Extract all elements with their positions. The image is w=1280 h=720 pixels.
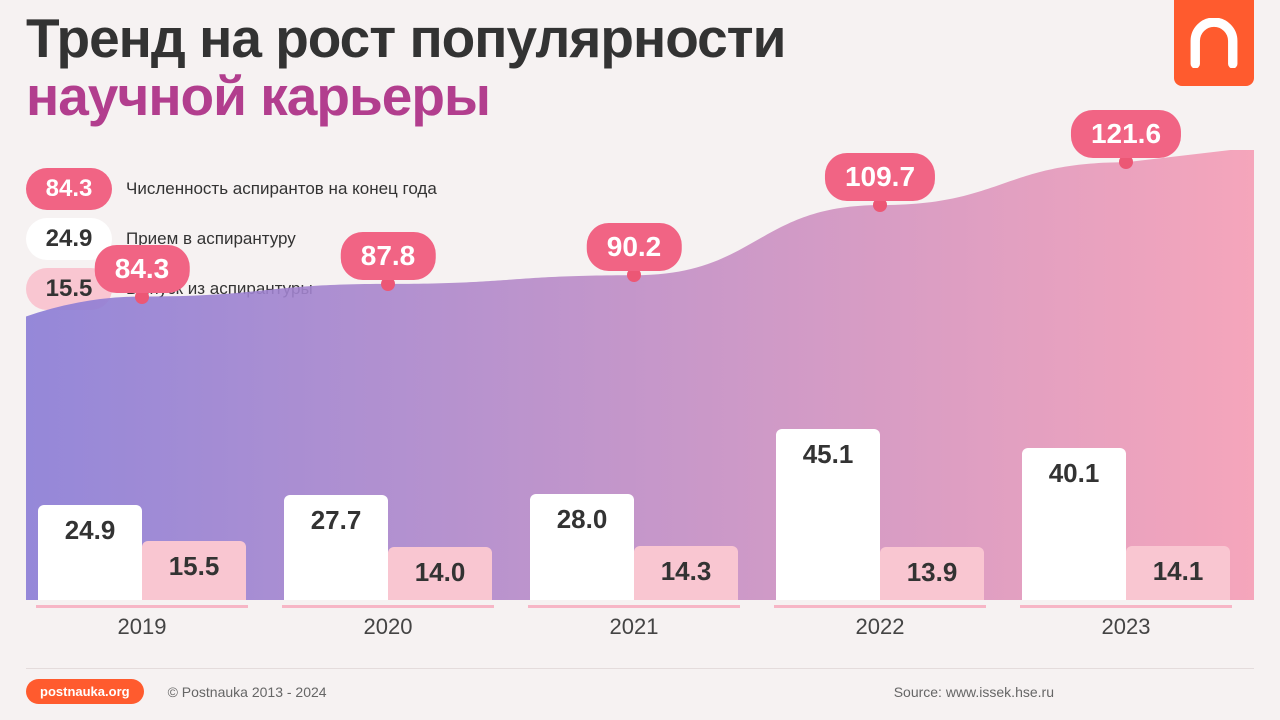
title-line1: Тренд на рост популярности: [26, 10, 785, 68]
total-pill: 90.2: [587, 223, 682, 271]
year-label: 2022: [764, 614, 996, 640]
year-group: 45.113.9109.72022: [764, 150, 996, 600]
grad-value: 15.5: [169, 551, 220, 582]
grad-bar: 13.9: [880, 547, 984, 600]
year-label: 2019: [26, 614, 258, 640]
source-text: Source: www.issek.hse.ru: [894, 684, 1054, 700]
total-pill: 84.3: [95, 245, 190, 293]
admit-value: 24.9: [65, 515, 116, 546]
admit-value: 40.1: [1049, 458, 1100, 489]
admit-value: 27.7: [311, 505, 362, 536]
year-label: 2021: [518, 614, 750, 640]
footer: postnauka.org © Postnauka 2013 - 2024 So…: [26, 668, 1254, 704]
main-chart: 24.915.584.3201927.714.087.8202028.014.3…: [26, 150, 1254, 600]
year-group: 24.915.584.32019: [26, 150, 258, 600]
admit-bar: 27.7: [284, 495, 388, 600]
year-group: 28.014.390.22021: [518, 150, 750, 600]
copyright: © Postnauka 2013 - 2024: [168, 684, 327, 700]
admit-bar: 24.9: [38, 505, 142, 600]
grad-bar: 14.0: [388, 547, 492, 600]
site-badge: postnauka.org: [26, 679, 144, 704]
admit-bar: 45.1: [776, 429, 880, 600]
grad-value: 14.0: [415, 557, 466, 588]
year-group: 27.714.087.82020: [272, 150, 504, 600]
year-underline: [1020, 605, 1232, 608]
year-underline: [528, 605, 740, 608]
admit-value: 45.1: [803, 439, 854, 470]
admit-value: 28.0: [557, 504, 608, 535]
grad-bar: 15.5: [142, 541, 246, 600]
year-label: 2020: [272, 614, 504, 640]
grad-value: 14.1: [1153, 556, 1204, 587]
year-underline: [774, 605, 986, 608]
admit-bar: 40.1: [1022, 448, 1126, 600]
grad-value: 14.3: [661, 556, 712, 587]
grad-bar: 14.1: [1126, 546, 1230, 600]
admit-bar: 28.0: [530, 494, 634, 600]
year-group: 40.114.1121.62023: [1010, 150, 1242, 600]
total-pill: 87.8: [341, 232, 436, 280]
title-line2: научной карьеры: [26, 68, 785, 126]
brand-logo: [1174, 0, 1254, 86]
total-pill: 121.6: [1071, 110, 1181, 158]
year-label: 2023: [1010, 614, 1242, 640]
page-title: Тренд на рост популярности научной карье…: [26, 10, 785, 126]
grad-bar: 14.3: [634, 546, 738, 600]
total-pill: 109.7: [825, 153, 935, 201]
year-underline: [36, 605, 248, 608]
grad-value: 13.9: [907, 557, 958, 588]
year-underline: [282, 605, 494, 608]
